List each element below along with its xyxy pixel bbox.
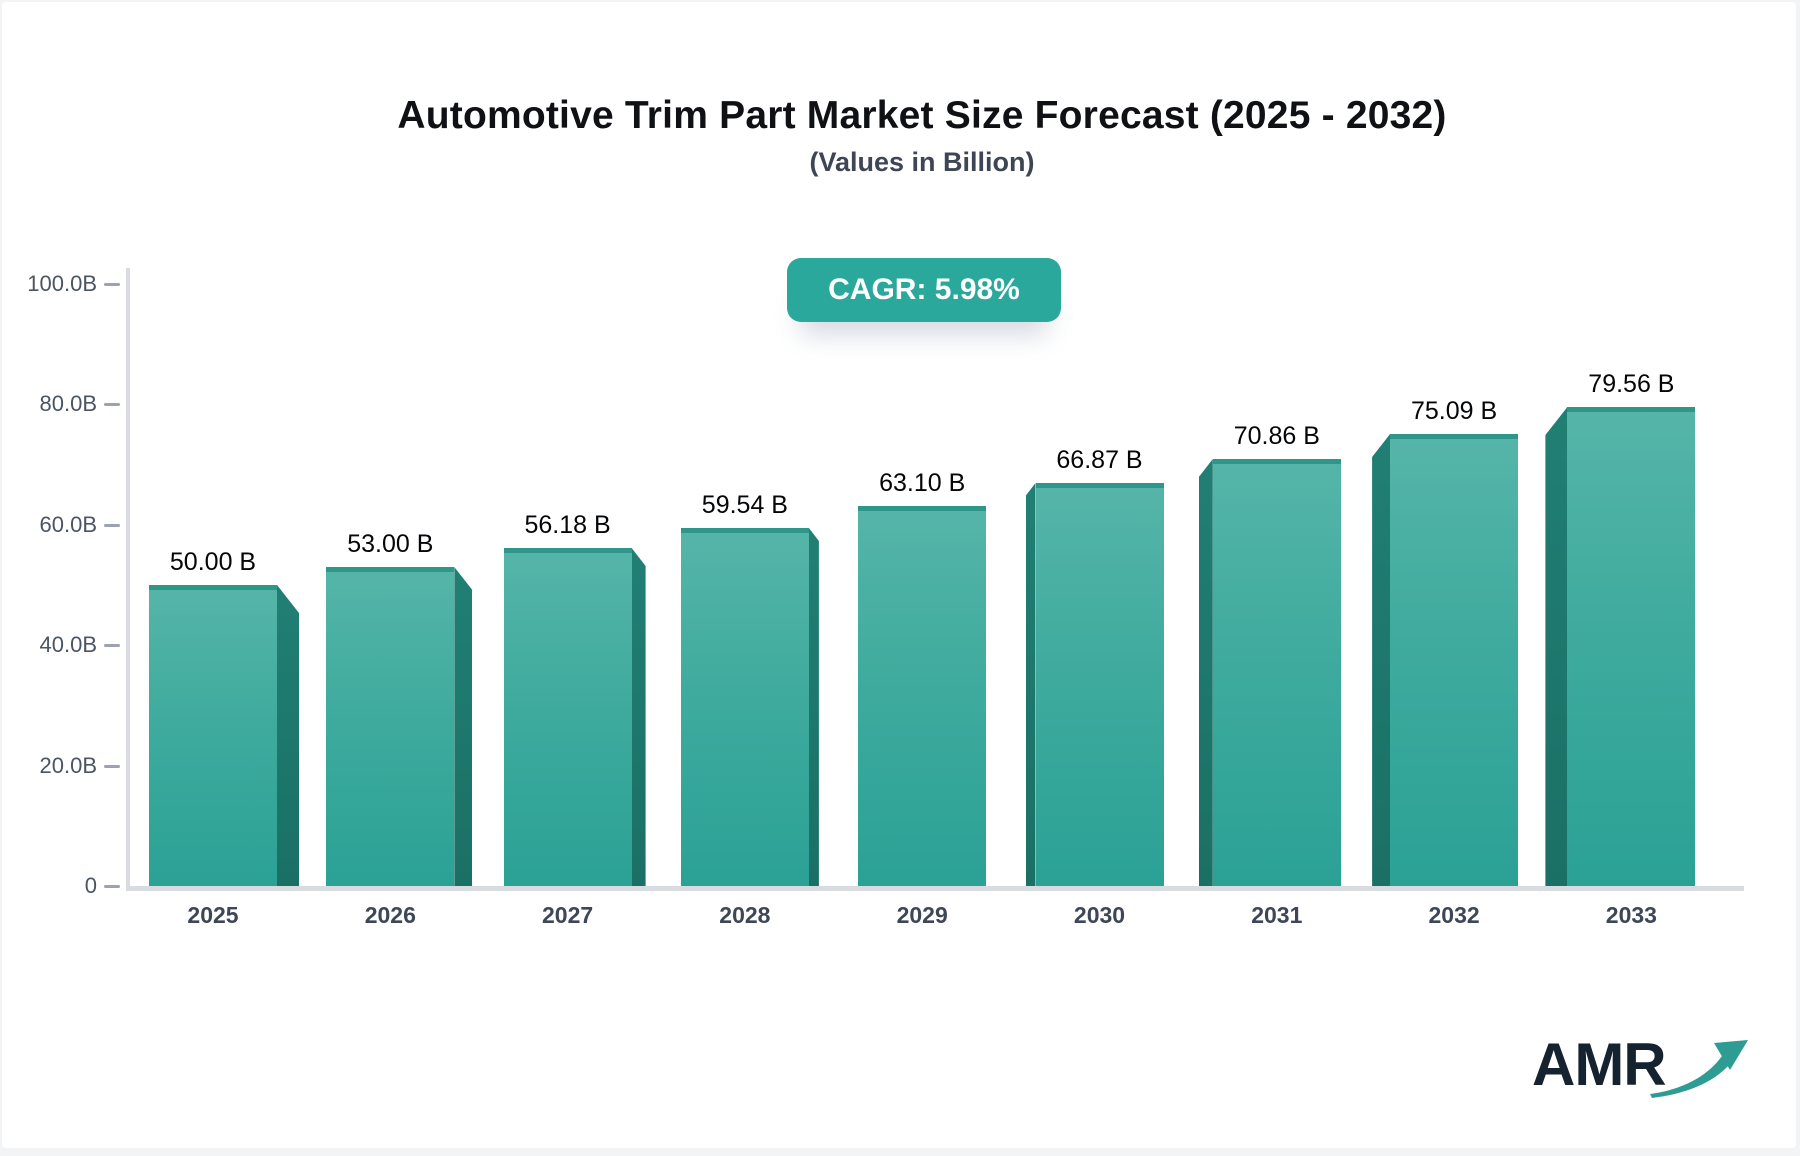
bar-2033: [1545, 407, 1696, 886]
y-axis-line: [126, 268, 130, 891]
bar-side-3d: [277, 585, 299, 886]
y-tick-label: 20.0B: [39, 752, 98, 778]
bar-top-edge: [1035, 483, 1164, 488]
x-tick-label-2027: 2027: [542, 902, 594, 928]
bar-face: [326, 567, 455, 886]
bar-value-label: 66.87 B: [1056, 446, 1143, 474]
chart-title: Automotive Trim Part Market Size Forecas…: [397, 94, 1447, 137]
x-tick-label-2029: 2029: [896, 902, 948, 928]
bar-top-edge: [1567, 407, 1696, 412]
y-tick-dash: [104, 764, 120, 768]
x-tick-label-2028: 2028: [719, 902, 771, 928]
y-tick-dash: [104, 403, 120, 407]
bar-value-label: 59.54 B: [701, 491, 788, 519]
y-tick-label: 40.0B: [39, 632, 98, 658]
bar-side-3d: [1198, 459, 1213, 886]
x-tick-label-2031: 2031: [1251, 902, 1303, 928]
bar-face: [1212, 459, 1341, 886]
bar-value-label: 63.10 B: [879, 469, 966, 497]
y-tick-dash: [104, 644, 120, 648]
bar-2031: [1198, 459, 1341, 886]
y-tick-label: 60.0B: [39, 511, 98, 537]
bar-2029: [858, 506, 987, 886]
bar-2025: [149, 585, 299, 886]
bar-value-label: 70.86 B: [1233, 422, 1320, 450]
bar-2028: [680, 528, 819, 886]
bar-top-edge: [858, 506, 987, 511]
cagr-badge: CAGR: 5.98%: [787, 258, 1061, 322]
bar-face: [858, 506, 987, 886]
bar-2026: [326, 567, 473, 886]
y-tick-dash: [104, 523, 120, 527]
y-tick-label: 100.0B: [27, 271, 97, 296]
y-tick-dash: [104, 283, 120, 286]
bar-top-edge: [149, 585, 277, 590]
bar-2027: [503, 548, 646, 886]
x-tick-label-2030: 2030: [1073, 902, 1126, 928]
amr-logo[interactable]: AMR: [1532, 1030, 1762, 1120]
bar-side-3d: [454, 567, 473, 886]
bar-side-3d: [631, 548, 646, 886]
bar-side-3d: [1372, 434, 1391, 886]
x-tick-label-2033: 2033: [1605, 902, 1657, 928]
bar-value-label: 50.00 B: [169, 548, 257, 576]
bar-side-3d: [1025, 483, 1036, 886]
bar-face: [503, 548, 632, 886]
y-tick-label: 0: [84, 873, 97, 898]
bar-value-label: 75.09 B: [1411, 397, 1498, 425]
bar-face: [680, 528, 809, 886]
bar-face: [149, 585, 277, 886]
chart-subtitle: (Values in Billion): [809, 147, 1035, 177]
bar-top-edge: [1212, 459, 1341, 464]
x-tick-label-2032: 2032: [1428, 902, 1480, 928]
bar-top-edge: [503, 548, 632, 553]
bar-face: [1567, 407, 1696, 886]
bar-face: [1390, 434, 1519, 886]
bar-face: [1035, 483, 1164, 886]
bar-top-edge: [680, 528, 809, 533]
bar-2030: [1025, 483, 1164, 886]
bar-side-3d: [808, 528, 819, 886]
y-tick-dash: [104, 885, 120, 888]
x-tick-label-2025: 2025: [187, 902, 239, 928]
bar-2032: [1372, 434, 1519, 886]
x-axis-line: [126, 886, 1744, 891]
x-tick-label-2026: 2026: [364, 902, 416, 928]
y-tick-label: 80.0B: [39, 391, 98, 417]
growth-arrow-icon: [1648, 1032, 1758, 1109]
bar-value-label: 56.18 B: [524, 511, 611, 539]
amr-logo-text: AMR: [1532, 1031, 1667, 1098]
bar-side-3d: [1545, 407, 1568, 886]
bar-top-edge: [1390, 434, 1519, 439]
bar-value-label: 53.00 B: [347, 530, 434, 558]
bar-top-edge: [326, 567, 455, 572]
bar-value-label: 79.56 B: [1588, 370, 1675, 398]
